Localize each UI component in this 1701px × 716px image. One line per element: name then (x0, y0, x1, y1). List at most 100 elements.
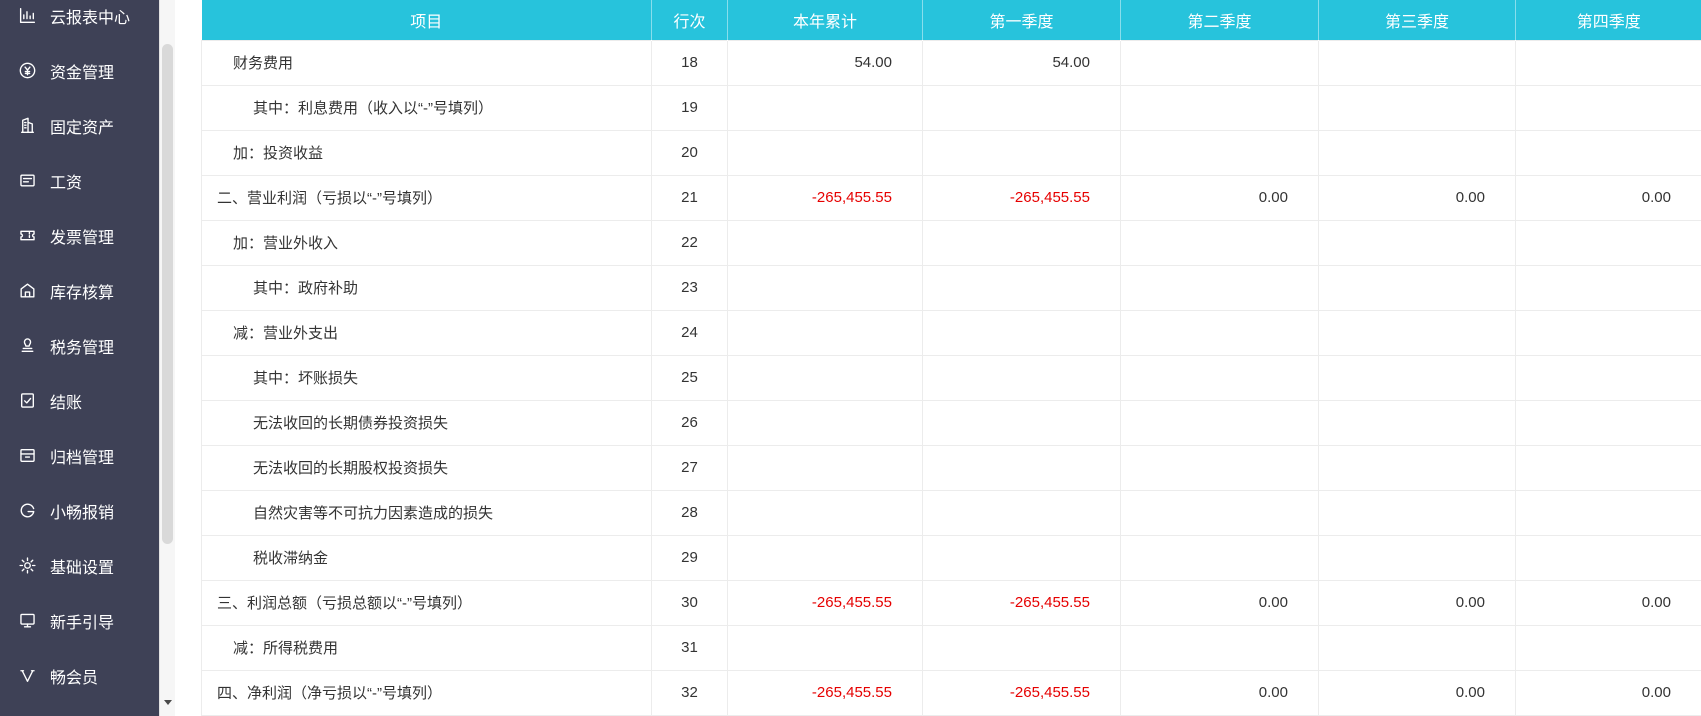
row-value-cell (922, 84, 1121, 131)
row-value-cell (922, 444, 1121, 491)
row-item-label: 其中：政府补助 (201, 264, 652, 311)
row-value-cell (1120, 399, 1319, 446)
report-area: 项目 行次 本年累计 第一季度 第二季度 第三季度 第四季度 财务费用 18 54.… (175, 0, 1701, 716)
row-value-cell: -265,455.55 (922, 669, 1121, 716)
sidebar-item-inventory-accounting[interactable]: 库存核算 (0, 263, 159, 318)
table-row: 税收滞纳金 29 (201, 534, 1701, 581)
table-row: 自然灾害等不可抗力因素造成的损失 28 (201, 489, 1701, 536)
sidebar-item-beginner-guide[interactable]: 新手引导 (0, 593, 159, 648)
row-value-cell (1120, 624, 1319, 671)
row-value-cell (922, 624, 1121, 671)
row-value-cell (727, 534, 923, 581)
row-value-cell (1515, 264, 1701, 311)
row-line-number: 29 (651, 534, 728, 581)
sidebar-item-label: 基础设置 (50, 559, 115, 577)
row-value-cell (1318, 309, 1516, 356)
row-value-cell (1318, 489, 1516, 536)
row-value-cell (727, 219, 923, 266)
row-item-label: 自然灾害等不可抗力因素造成的损失 (201, 489, 652, 536)
row-value-cell (1120, 39, 1319, 86)
sidebar-item-label: 发票管理 (50, 229, 115, 247)
row-item-label: 四、净利润（净亏损以“-”号填列） (201, 669, 652, 716)
row-value-cell (1120, 309, 1319, 356)
row-item-label: 其中：利息费用（收入以“-”号填列） (201, 84, 652, 131)
reimburse-icon (18, 501, 37, 520)
row-value-cell (727, 264, 923, 311)
col-header-q3: 第三季度 (1318, 0, 1516, 40)
row-value-cell (922, 309, 1121, 356)
row-value-cell (1515, 444, 1701, 491)
table-row: 加：投资收益 20 (201, 129, 1701, 176)
sidebar-item-reimbursement[interactable]: 小畅报销 (0, 483, 159, 538)
col-header-q4: 第四季度 (1515, 0, 1701, 40)
row-value-cell (1515, 129, 1701, 176)
report-table-body: 财务费用 18 54.00 54.00 其中：利息费用（收入以“-”号填列） 19 加：投资… (201, 39, 1701, 716)
row-value-cell (727, 624, 923, 671)
row-value-cell: 0.00 (1515, 579, 1701, 626)
cloud-report-icon (18, 6, 37, 25)
row-item-label: 财务费用 (201, 39, 652, 86)
sidebar-item-salary[interactable]: 工资 (0, 153, 159, 208)
sidebar-item-label: 库存核算 (50, 284, 115, 302)
row-value-cell (1120, 84, 1319, 131)
inventory-icon (18, 281, 37, 300)
row-value-cell (1318, 624, 1516, 671)
sidebar-item-basic-settings[interactable]: 基础设置 (0, 538, 159, 593)
sidebar-item-label: 小畅报销 (50, 504, 115, 522)
row-value-cell (1120, 219, 1319, 266)
sidebar-item-label: 固定资产 (50, 119, 115, 137)
tax-icon (18, 336, 37, 355)
row-value-cell (1515, 624, 1701, 671)
row-value-cell: 0.00 (1120, 174, 1319, 221)
row-item-label: 二、营业利润（亏损以“-”号填列） (201, 174, 652, 221)
row-value-cell (1515, 489, 1701, 536)
row-value-cell (1318, 219, 1516, 266)
row-value-cell (1120, 534, 1319, 581)
sidebar-item-cloud-report-center[interactable]: 云报表中心 (0, 0, 159, 43)
member-icon (18, 666, 37, 685)
row-value-cell: 0.00 (1318, 669, 1516, 716)
row-value-cell: 0.00 (1318, 174, 1516, 221)
row-line-number: 25 (651, 354, 728, 401)
sidebar-item-partial[interactable] (0, 703, 159, 716)
row-item-label: 加：投资收益 (201, 129, 652, 176)
row-item-label: 其中：坏账损失 (201, 354, 652, 401)
sidebar-nav: 云报表中心 资金管理 固定资产 工资 (0, 0, 159, 716)
row-value-cell (1515, 399, 1701, 446)
sidebar-item-fixed-assets[interactable]: 固定资产 (0, 98, 159, 153)
row-line-number: 31 (651, 624, 728, 671)
row-line-number: 27 (651, 444, 728, 491)
sidebar-item-invoice-management[interactable]: 发票管理 (0, 208, 159, 263)
sidebar-item-tax-management[interactable]: 税务管理 (0, 318, 159, 373)
row-value-cell (727, 354, 923, 401)
col-header-item: 项目 (201, 0, 652, 40)
scrollbar-thumb[interactable] (162, 44, 173, 544)
sidebar-scrollbar[interactable] (159, 0, 175, 716)
table-row: 三、利润总额（亏损总额以“-”号填列） 30 -265,455.55 -265,455… (201, 579, 1701, 626)
table-row: 减：所得税费用 31 (201, 624, 1701, 671)
row-value-cell: -265,455.55 (922, 174, 1121, 221)
sidebar-item-funds-management[interactable]: 资金管理 (0, 43, 159, 98)
row-value-cell (1120, 489, 1319, 536)
row-value-cell (727, 84, 923, 131)
row-item-label: 减：所得税费用 (201, 624, 652, 671)
table-row: 财务费用 18 54.00 54.00 (201, 39, 1701, 86)
sidebar-item-archive-management[interactable]: 归档管理 (0, 428, 159, 483)
scrollbar-down-arrow[interactable] (160, 694, 175, 710)
row-value-cell (727, 129, 923, 176)
table-row: 二、营业利润（亏损以“-”号填列） 21 -265,455.55 -265,455.5… (201, 174, 1701, 221)
row-value-cell (1515, 354, 1701, 401)
archive-icon (18, 446, 37, 465)
row-value-cell (1318, 264, 1516, 311)
sidebar-item-label: 新手引导 (50, 614, 115, 632)
row-value-cell (1318, 534, 1516, 581)
income-statement-table: 项目 行次 本年累计 第一季度 第二季度 第三季度 第四季度 财务费用 18 54.… (201, 0, 1701, 716)
row-value-cell (1120, 354, 1319, 401)
row-line-number: 26 (651, 399, 728, 446)
row-line-number: 32 (651, 669, 728, 716)
sidebar-item-label: 结账 (50, 394, 83, 412)
sidebar-item-member[interactable]: 畅会员 (0, 648, 159, 703)
sidebar-item-closing[interactable]: 结账 (0, 373, 159, 428)
row-value-cell (922, 534, 1121, 581)
row-value-cell (1120, 444, 1319, 491)
